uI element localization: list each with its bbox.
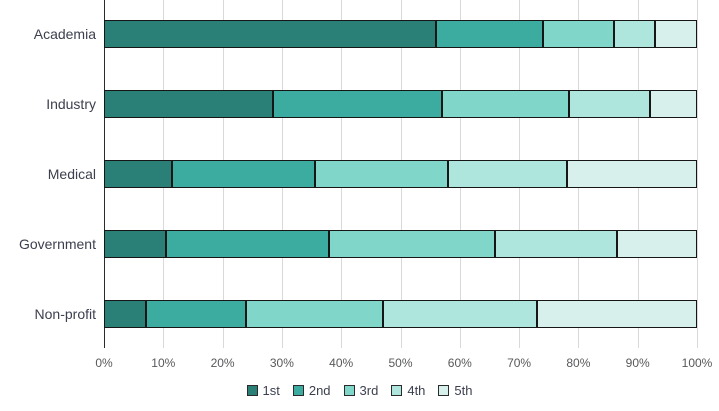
bar-segment xyxy=(649,90,697,118)
legend-swatch-icon xyxy=(391,385,403,396)
bar-segment xyxy=(314,160,448,188)
bar-segment xyxy=(104,20,437,48)
x-tick-label: 70% xyxy=(507,356,532,370)
category-label: Medical xyxy=(47,166,96,182)
bar-row xyxy=(104,90,697,118)
category-label: Academia xyxy=(33,26,96,42)
x-tick-label: 50% xyxy=(388,356,413,370)
bar-row xyxy=(104,160,697,188)
legend-label: 4th xyxy=(407,383,426,398)
bar-segment xyxy=(542,20,614,48)
legend-swatch-icon xyxy=(246,385,258,396)
bar-segment xyxy=(655,20,697,48)
category-label: Non-profit xyxy=(34,306,96,322)
x-tick-label: 10% xyxy=(151,356,176,370)
legend-item: 4th xyxy=(391,383,425,398)
bar-segment xyxy=(329,230,496,258)
bar-segment xyxy=(436,20,543,48)
bar-segment xyxy=(566,160,697,188)
legend-label: 3rd xyxy=(359,383,379,398)
bar-segment xyxy=(104,160,173,188)
legend-item: 2nd xyxy=(292,383,331,398)
bar-row xyxy=(104,300,697,328)
bar-segment xyxy=(613,20,656,48)
bar-segment xyxy=(172,160,315,188)
bar-segment xyxy=(616,230,697,258)
legend: 1st 2nd 3rd 4th 5th xyxy=(0,383,719,398)
bar-segment xyxy=(273,90,442,118)
bar-segment xyxy=(447,160,567,188)
legend-swatch-icon xyxy=(438,385,450,396)
bar-segment xyxy=(495,230,617,258)
legend-label: 5th xyxy=(454,383,473,398)
x-tick-label: 60% xyxy=(447,356,472,370)
legend-swatch-icon xyxy=(343,385,355,396)
bar-segment xyxy=(145,300,247,328)
x-tick-label: 40% xyxy=(329,356,354,370)
bar-segment xyxy=(442,90,570,118)
legend-item: 3rd xyxy=(343,383,379,398)
x-tick-label: 90% xyxy=(625,356,650,370)
bar-segment xyxy=(246,300,383,328)
category-label: Government xyxy=(18,236,96,252)
x-tick-label: 80% xyxy=(566,356,591,370)
bar-row xyxy=(104,20,697,48)
bar-segment xyxy=(104,300,146,328)
x-tick-label: 30% xyxy=(269,356,294,370)
bar-segment xyxy=(536,300,697,328)
legend-item: 1st xyxy=(246,383,280,398)
x-tick-label: 0% xyxy=(95,356,113,370)
legend-label: 2nd xyxy=(308,383,331,398)
legend-label: 1st xyxy=(262,383,280,398)
gridline xyxy=(697,0,698,348)
bar-row xyxy=(104,230,697,258)
legend-item: 5th xyxy=(438,383,473,398)
x-tick-label: 100% xyxy=(681,356,713,370)
legend-swatch-icon xyxy=(292,385,304,396)
x-tick-label: 20% xyxy=(210,356,235,370)
bar-segment xyxy=(569,90,650,118)
category-label: Industry xyxy=(46,96,96,112)
bar-segment xyxy=(382,300,537,328)
plot-area xyxy=(104,0,698,348)
bar-segment xyxy=(166,230,330,258)
bar-segment xyxy=(104,90,273,118)
bar-segment xyxy=(104,230,167,258)
